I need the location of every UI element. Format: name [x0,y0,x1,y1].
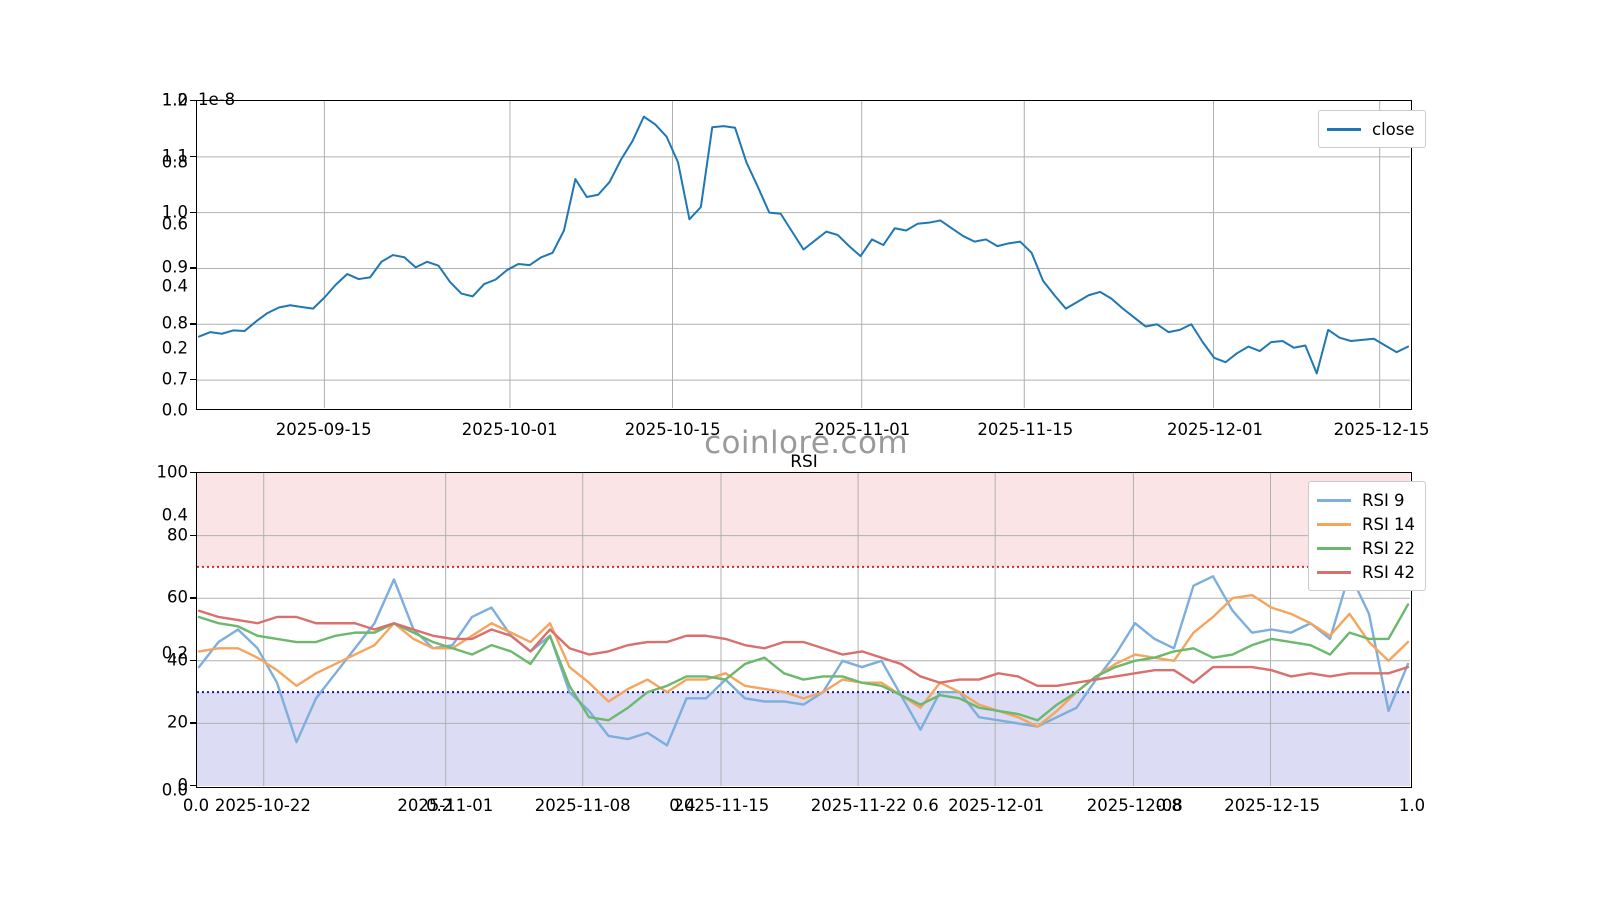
price-y-overlay-tick-label: 0.0 [161,400,188,420]
rsi-x-tick-label: 2025-12-01 [948,796,1045,815]
legend-color-swatch [1317,546,1351,550]
rsi-x-overlay-tick-label: 0.8 [1155,796,1182,815]
rsi-y-tickmark [190,785,196,787]
legend-color-swatch [1317,498,1351,502]
rsi-y-tickmark [190,597,196,599]
rsi-y-tick-label: 0 [177,775,189,795]
price-chart-svg [197,101,1410,408]
price-x-tick-label: 2025-12-01 [1167,420,1263,439]
price-y-tickmark [190,267,196,269]
rsi-y-overlay-tick-label: 0.0 [161,780,188,800]
rsi-threshold-lines [197,565,1410,694]
rsi-y-tickmark [190,722,196,724]
rsi-x-tick-label: 2025-10-22 [214,796,311,815]
rsi-y-overlay-tick-label: 0.4 [161,505,188,525]
price-y-tick-label: 1.2 [161,90,188,110]
price-x-tick-label: 2025-09-15 [275,420,372,439]
legend-color-swatch [1317,522,1351,526]
legend-item[interactable]: RSI 22 [1317,536,1415,560]
price-y-overlay-tick-label: 0.6 [161,214,188,234]
price-y-overlay-tick-label: 0.4 [161,276,188,296]
legend-color-swatch [1317,570,1351,574]
rsi-x-overlay-tick-label: 0.4 [669,796,696,815]
price-y-axis-offset-text: 1e-8 [198,90,236,109]
price-series-group [198,115,1409,375]
price-x-tick-label: 2025-11-15 [977,420,1074,439]
price-y-tick-label: 0.8 [161,313,188,333]
price-y-tickmark [190,211,196,214]
price-y-overlay-tick-label: 1.0 [161,90,188,110]
rsi-x-tick-label: 2025-11-01 [397,796,494,815]
rsi-series-group [197,571,1410,747]
legend-item-label: RSI 42 [1362,562,1416,582]
rsi-x-overlay-tick-label: 1.0 [1398,796,1426,815]
price-gridlines [197,101,1410,408]
rsi-gridlines [197,473,1410,786]
rsi-x-tick-label: 2025-11-22 [810,796,907,815]
rsi-chart-legend[interactable]: RSI 9 RSI 14 RSI 22 RSI 42 [1308,481,1427,591]
rsi-y-tick-label: 40 [167,650,188,670]
rsi-chart-plot-area [196,472,1412,788]
rsi-threshold-bands [197,473,1410,786]
price-y-overlay-tick-label: 0.8 [161,152,188,172]
price-x-tick-label: 2025-11-01 [814,420,911,439]
price-y-tick-label: 0.9 [161,257,188,277]
legend-color-swatch [1327,127,1361,131]
legend-item[interactable]: RSI 14 [1317,512,1415,536]
price-x-tick-label: 2025-10-15 [624,420,721,439]
price-y-tickmark [190,155,196,158]
rsi-x-overlay-tick-label: 0.2 [426,796,453,815]
price-x-tick-label: 2025-12-15 [1333,420,1430,439]
legend-item-label: close [1372,119,1415,139]
price-y-tickmark [190,379,196,381]
legend-item-label: RSI 22 [1362,538,1416,558]
rsi-y-tick-label: 20 [167,712,188,732]
rsi-y-tick-label: 60 [167,587,188,607]
rsi-y-tickmark [190,534,196,536]
price-chart-plot-area [196,100,1412,410]
rsi-x-overlay-tick-label: 0.6 [912,796,939,815]
watermark-coinlore: coinlore.com [704,425,908,461]
rsi-x-tick-label: 2025-11-08 [534,796,631,815]
legend-item-label: RSI 14 [1362,514,1416,534]
price-y-tick-label: 0.7 [161,369,188,389]
price-y-tickmark [190,323,196,325]
rsi-y-tick-label: 80 [167,525,188,545]
legend-item-label: RSI 9 [1362,490,1405,510]
rsi-x-tick-label: 2025-11-15 [673,796,770,815]
price-y-tickmark [190,100,196,102]
rsi-x-overlay-tick-label: 0.0 [182,796,210,815]
rsi-chart-title: RSI [790,452,818,472]
rsi-x-tick-label: 2025-12-08 [1086,796,1183,815]
price-x-tick-label: 2025-10-01 [461,420,558,439]
rsi-y-tick-label: 100 [156,462,189,482]
legend-item[interactable]: RSI 9 [1317,488,1415,512]
price-y-tick-label: 1.1 [161,146,188,166]
legend-item[interactable]: close [1327,117,1415,141]
rsi-y-tickmark [190,472,196,474]
price-y-overlay-tick-label: 0.2 [161,338,188,358]
rsi-y-tickmark [190,659,196,662]
legend-item[interactable]: RSI 42 [1317,560,1415,584]
rsi-chart-svg [197,473,1410,786]
price-y-tick-label: 1.0 [161,202,188,222]
rsi-x-tick-label: 2025-12-15 [1224,796,1321,815]
rsi-y-overlay-tick-label: 0.2 [161,643,188,663]
price-chart-legend[interactable]: close [1318,110,1426,148]
